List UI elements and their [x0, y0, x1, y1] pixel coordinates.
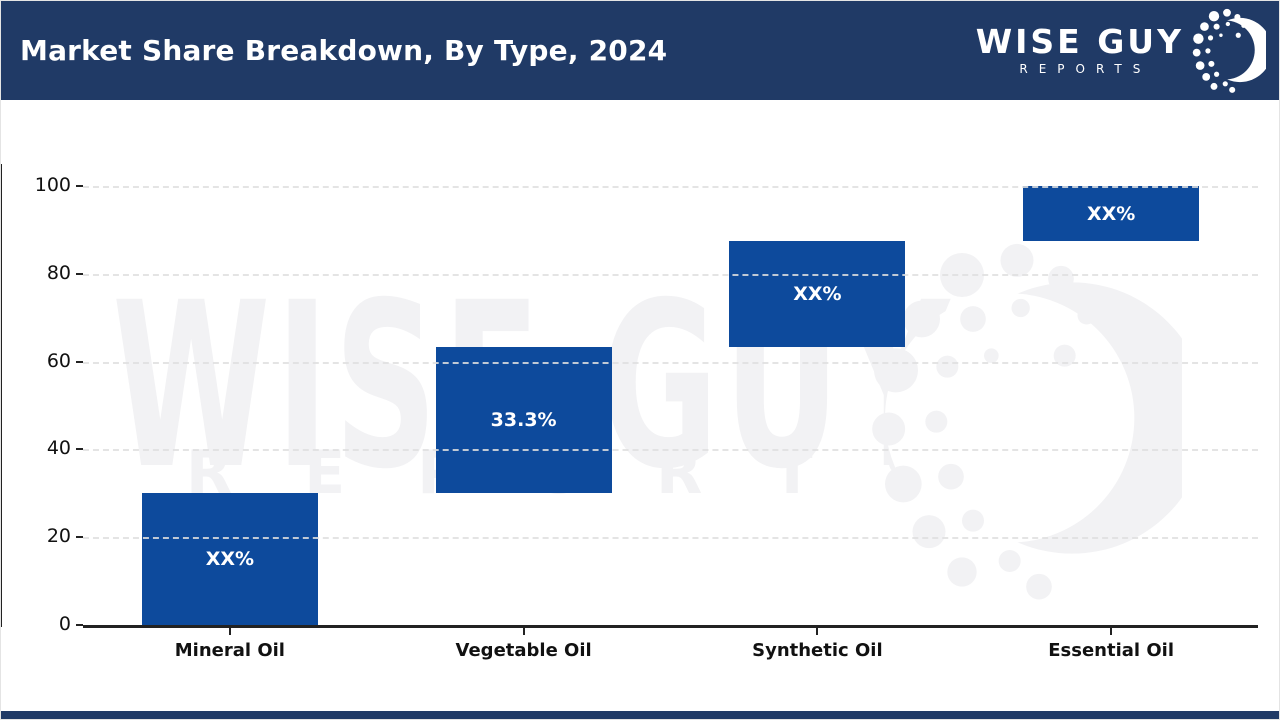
brand-name: WISE GUY	[975, 21, 1184, 61]
gridline-y-60	[83, 361, 1258, 364]
x-axis-line	[83, 625, 1258, 628]
bar-value-label: XX%	[205, 548, 255, 571]
y-tick-label: 80	[46, 261, 71, 284]
bar-segment-essential-oil: XX%	[1023, 185, 1200, 242]
page-title: Market Share Breakdown, By Type, 2024	[20, 33, 668, 67]
brand-logo-text: WISE GUY REPORTS	[976, 25, 1184, 76]
bar-segment-mineral-oil: XX%	[141, 493, 318, 625]
y-tick-mark	[76, 360, 83, 363]
y-tick-label: 0	[58, 613, 71, 635]
brand-subtitle: REPORTS	[1019, 61, 1152, 76]
dotted-head-profile-icon	[1188, 6, 1266, 94]
gridline-y-80	[83, 273, 1258, 276]
y-tick-mark	[76, 536, 83, 539]
plot-area: XX% 33.3% XX% XX%	[83, 164, 1258, 625]
x-tick-mark	[522, 628, 525, 635]
bar-value-label: 33.3%	[490, 409, 557, 432]
bar-value-label: XX%	[793, 283, 842, 306]
brand-logo: WISE GUY REPORTS	[976, 0, 1266, 100]
x-axis-label-synthetic-oil: Synthetic Oil	[752, 640, 883, 661]
header-bar: Market Share Breakdown, By Type, 2024 WI…	[0, 0, 1280, 100]
gridline-y-20	[83, 537, 1258, 540]
dotted-head-profile-watermark	[852, 212, 1208, 628]
y-tick-label: 40	[46, 437, 71, 460]
x-tick-mark	[816, 628, 819, 635]
y-tick-mark	[76, 272, 83, 275]
gridline-y-40	[83, 449, 1258, 452]
x-tick-mark	[1110, 628, 1113, 635]
gridline-y-100	[83, 185, 1258, 188]
x-axis-label-mineral-oil: Mineral Oil	[174, 640, 285, 661]
x-tick-mark	[228, 628, 231, 635]
y-tick-label: 100	[34, 173, 71, 196]
y-tick-mark	[76, 624, 83, 626]
y-tick-label: 60	[46, 349, 71, 372]
bar-segment-vegetable-oil: 33.3%	[435, 347, 612, 494]
y-tick-mark	[76, 184, 83, 187]
bar-value-label: XX%	[1086, 202, 1136, 225]
bar-segment-synthetic-oil: XX%	[729, 241, 906, 348]
y-tick-mark	[76, 448, 83, 451]
footer-bar	[0, 711, 1280, 720]
x-axis-label-vegetable-oil: Vegetable Oil	[455, 640, 592, 661]
x-axis-label-essential-oil: Essential Oil	[1048, 640, 1174, 661]
y-tick-label: 20	[46, 525, 71, 548]
y-axis-line	[0, 164, 2, 627]
